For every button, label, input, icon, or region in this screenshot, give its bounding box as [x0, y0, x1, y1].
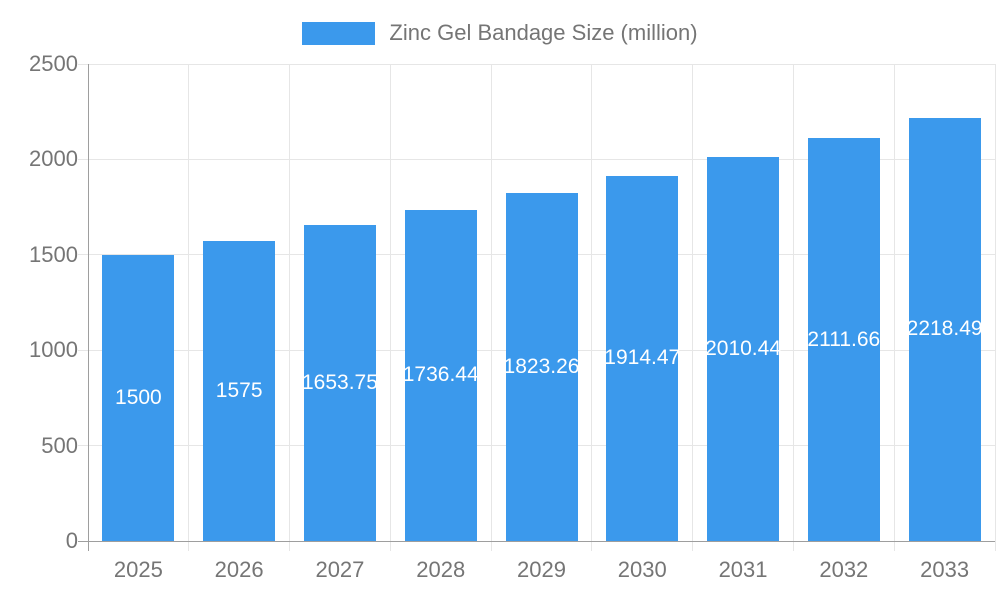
gridline-horizontal: [88, 63, 995, 65]
y-axis-tick: [78, 445, 88, 447]
gridline-vertical: [591, 64, 593, 541]
y-axis-tick-label: 500: [41, 432, 78, 458]
x-axis-tick-label: 2031: [718, 557, 768, 582]
gridline-vertical: [893, 64, 895, 541]
y-axis-tick-label: 2000: [29, 146, 78, 172]
gridline-vertical: [692, 64, 694, 541]
y-axis-tick-label: 0: [65, 528, 78, 553]
gridline-horizontal: [88, 158, 995, 160]
legend-swatch-icon: [302, 21, 376, 45]
y-axis-tick-label: 2500: [29, 51, 78, 76]
bar[interactable]: [505, 193, 578, 541]
gridline-vertical: [389, 64, 391, 541]
bar[interactable]: [908, 117, 981, 541]
bar[interactable]: [203, 240, 276, 541]
x-axis-tick-label: 2026: [214, 557, 264, 582]
bar[interactable]: [102, 254, 175, 541]
x-axis-tick: [893, 541, 895, 551]
x-axis-tick: [490, 541, 492, 551]
bar-value-label: 2218.49: [906, 317, 983, 341]
bar[interactable]: [404, 209, 477, 541]
x-axis-tick-label: 2033: [920, 557, 970, 582]
y-axis-tick: [78, 349, 88, 351]
bar-value-label: 1736.44: [402, 363, 479, 387]
y-axis-tick-label: 1500: [29, 241, 78, 267]
y-axis-line: [87, 64, 89, 551]
x-axis-tick-label: 2029: [517, 557, 566, 582]
x-axis-tick: [188, 541, 190, 551]
x-axis-tick-label: 2028: [416, 557, 466, 582]
bar-value-label: 1653.75: [301, 371, 378, 395]
gridline-vertical: [490, 64, 492, 541]
bar-value-label: 1500: [115, 385, 162, 409]
legend-label: Zinc Gel Bandage Size (million): [389, 20, 698, 45]
bar[interactable]: [606, 175, 679, 541]
x-axis-tick: [692, 541, 694, 551]
gridline-vertical: [994, 64, 996, 541]
gridline-vertical: [188, 64, 190, 541]
y-axis-tick: [78, 63, 88, 65]
gridline-vertical: [792, 64, 794, 541]
x-axis-tick-label: 2032: [819, 557, 869, 582]
gridline-vertical: [289, 64, 291, 541]
x-axis-tick-label: 2027: [315, 557, 365, 582]
y-axis-tick: [78, 158, 88, 160]
x-axis-tick: [389, 541, 391, 551]
x-axis-tick: [994, 541, 996, 551]
bar-value-label: 2010.44: [705, 337, 782, 361]
bar-value-label: 1914.47: [604, 346, 681, 370]
bar-value-label: 2111.66: [807, 327, 881, 351]
bar-value-label: 1575: [215, 378, 263, 402]
x-axis-tick-label: 2025: [113, 557, 163, 582]
bar[interactable]: [807, 138, 880, 541]
y-axis-tick-label: 1000: [29, 337, 78, 363]
x-axis-tick: [289, 541, 291, 551]
x-axis-line: [78, 540, 995, 542]
bar[interactable]: [707, 157, 780, 541]
x-axis-tick: [792, 541, 794, 551]
x-axis-tick: [591, 541, 593, 551]
plot-area: 1500 1575 1653.75 1736.44 1823.26 1914.47 2010…: [88, 63, 996, 541]
x-axis-tick-label: 2030: [617, 557, 667, 582]
bar[interactable]: [303, 225, 376, 541]
y-axis-tick: [78, 254, 88, 256]
chart-legend[interactable]: Zinc Gel Bandage Size (million): [0, 20, 1000, 46]
bar-value-label: 1823.26: [503, 355, 580, 379]
